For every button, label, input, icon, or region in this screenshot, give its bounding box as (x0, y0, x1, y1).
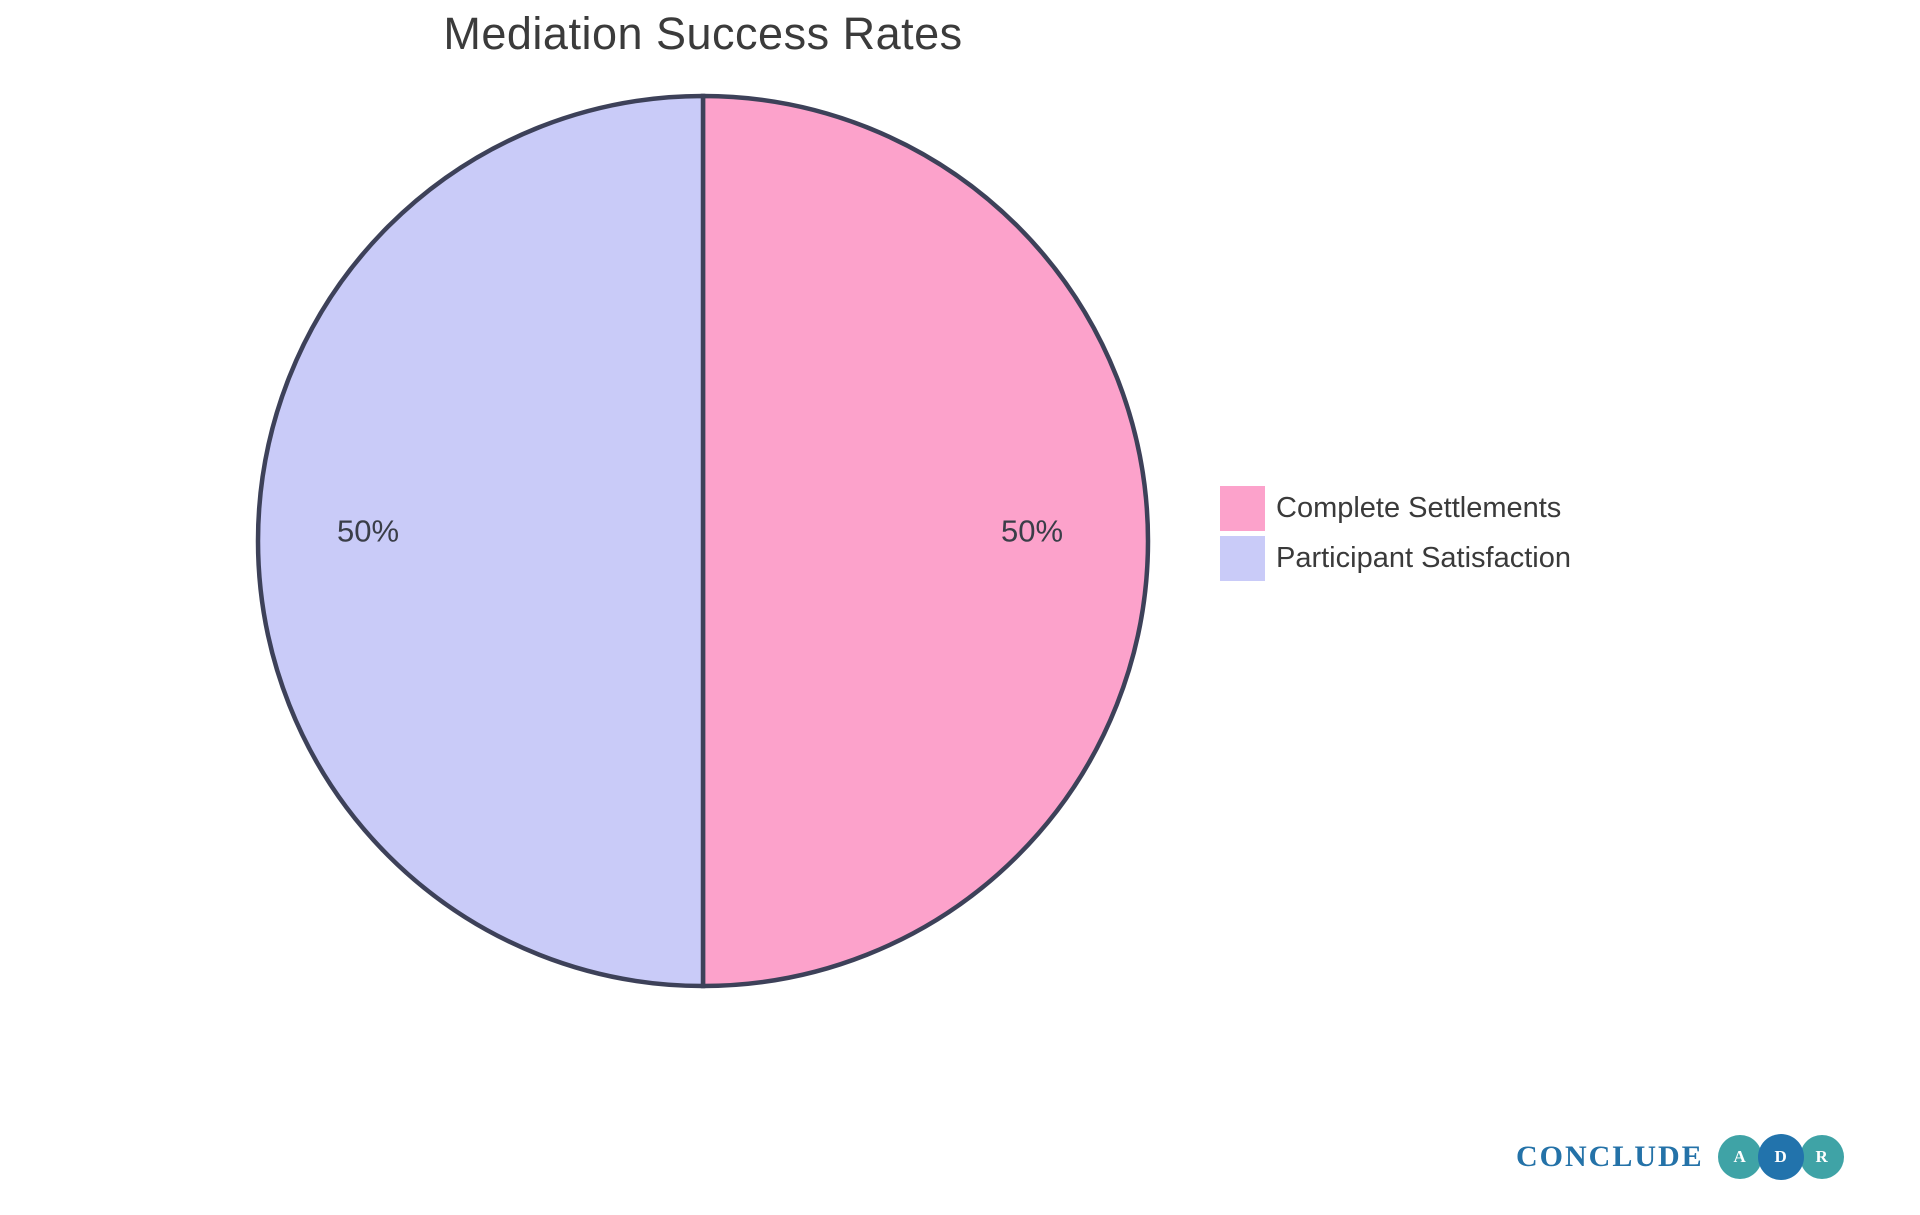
conclude-adr-logo: CONCLUDE A D R (1516, 1134, 1844, 1180)
adr-badge-d: D (1757, 1134, 1804, 1180)
legend-swatch-participant-satisfaction (1220, 536, 1265, 581)
legend-label: Participant Satisfaction (1276, 542, 1571, 574)
chart-legend: Complete Settlements Participant Satisfa… (1220, 486, 1571, 581)
pie-slice-participant-satisfaction[interactable] (255, 93, 706, 989)
adr-badge-a: A (1717, 1135, 1762, 1179)
legend-item-participant-satisfaction[interactable]: Participant Satisfaction (1220, 536, 1571, 581)
adr-badges: A D R (1717, 1134, 1844, 1180)
pie-slice-complete-settlements[interactable] (700, 93, 1151, 989)
legend-swatch-complete-settlements (1220, 486, 1265, 531)
chart-title: Mediation Success Rates (443, 8, 963, 59)
slice-value-label-complete-settlements: 50% (1001, 514, 1063, 549)
slice-value-label-participant-satisfaction: 50% (337, 514, 399, 549)
adr-badge-r: R (1799, 1135, 1844, 1179)
legend-item-complete-settlements[interactable]: Complete Settlements (1220, 486, 1571, 531)
legend-label: Complete Settlements (1276, 492, 1562, 524)
brand-wordmark: CONCLUDE (1516, 1140, 1704, 1173)
